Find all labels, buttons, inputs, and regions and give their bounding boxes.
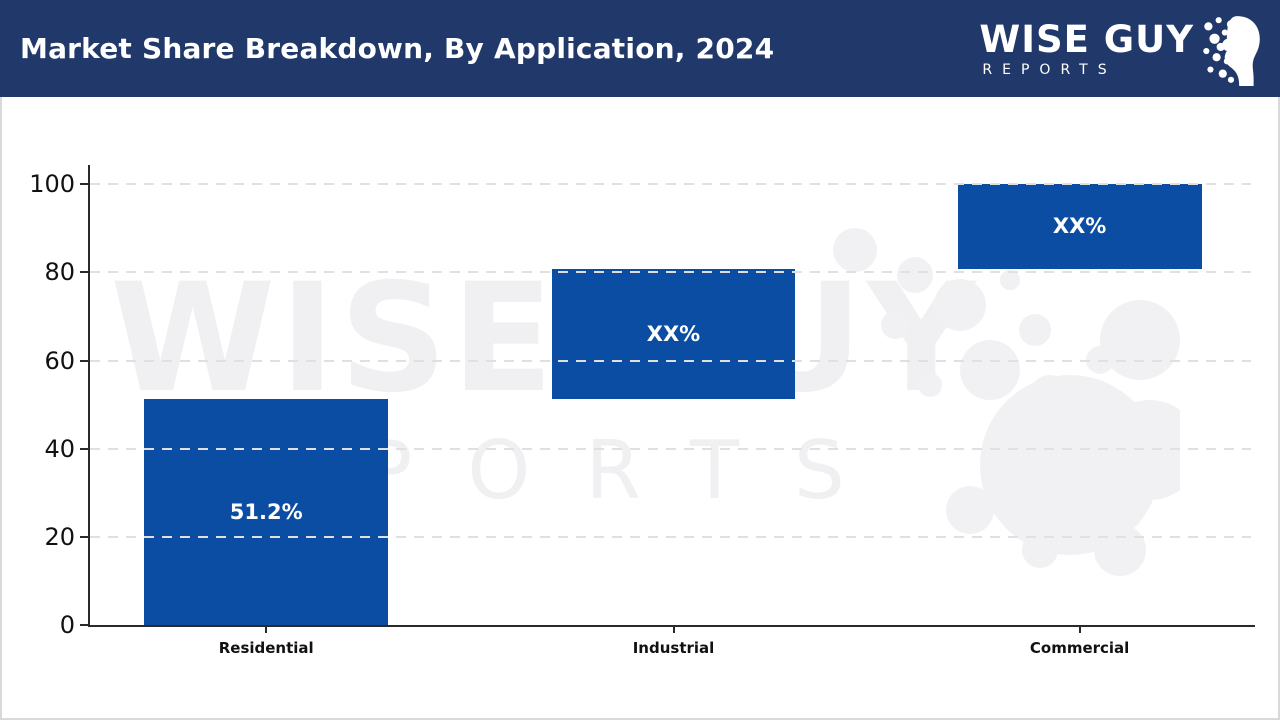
y-tick-label: 20 bbox=[44, 522, 75, 551]
header-bar: Market Share Breakdown, By Application, … bbox=[0, 0, 1280, 97]
x-axis-label-commercial: Commercial bbox=[1029, 639, 1130, 657]
brand-name: WISE GUY bbox=[979, 17, 1194, 61]
brand-logo-text: WISE GUY REPORTS bbox=[979, 21, 1194, 77]
x-tick-mark bbox=[1078, 625, 1081, 633]
x-axis-label-residential: Residential bbox=[218, 639, 314, 657]
brand-subtitle: REPORTS bbox=[982, 61, 1117, 78]
gridline bbox=[90, 183, 1251, 186]
gridline bbox=[90, 535, 1251, 538]
bar-value-label: 51.2% bbox=[229, 500, 303, 525]
y-tick-label: 0 bbox=[59, 611, 75, 639]
y-tick-label: 40 bbox=[44, 434, 75, 463]
bar-industrial: XX% bbox=[551, 268, 796, 400]
brand-face-icon bbox=[1203, 15, 1260, 86]
x-tick-mark bbox=[672, 625, 675, 633]
y-tick-mark bbox=[80, 535, 88, 538]
page-title: Market Share Breakdown, By Application, … bbox=[20, 32, 775, 65]
gridline bbox=[90, 271, 1251, 274]
y-tick-mark bbox=[80, 183, 88, 186]
y-tick-label: 60 bbox=[44, 346, 75, 375]
gridline bbox=[90, 447, 1251, 450]
y-tick-label: 80 bbox=[44, 258, 75, 287]
y-tick-mark bbox=[80, 447, 88, 450]
bar-value-label: XX% bbox=[646, 322, 701, 347]
x-axis-label-industrial: Industrial bbox=[632, 639, 715, 657]
y-tick-mark bbox=[80, 271, 88, 274]
y-tick-mark bbox=[80, 624, 88, 626]
watermark-face-dots bbox=[833, 228, 1180, 576]
bar-commercial: XX% bbox=[957, 184, 1202, 269]
y-tick-mark bbox=[80, 359, 88, 362]
brand-logo: WISE GUY REPORTS bbox=[979, 12, 1262, 86]
watermark-text-line1: WISE GUY bbox=[110, 252, 980, 426]
bar-residential: 51.2% bbox=[144, 399, 389, 625]
y-tick-label: 100 bbox=[29, 170, 75, 199]
bar-value-label: XX% bbox=[1052, 214, 1107, 239]
plot-area: 51.2% XX% XX% Residential Industrial Com… bbox=[29, 165, 1255, 657]
gridline bbox=[90, 359, 1251, 362]
x-tick-mark bbox=[265, 625, 268, 633]
